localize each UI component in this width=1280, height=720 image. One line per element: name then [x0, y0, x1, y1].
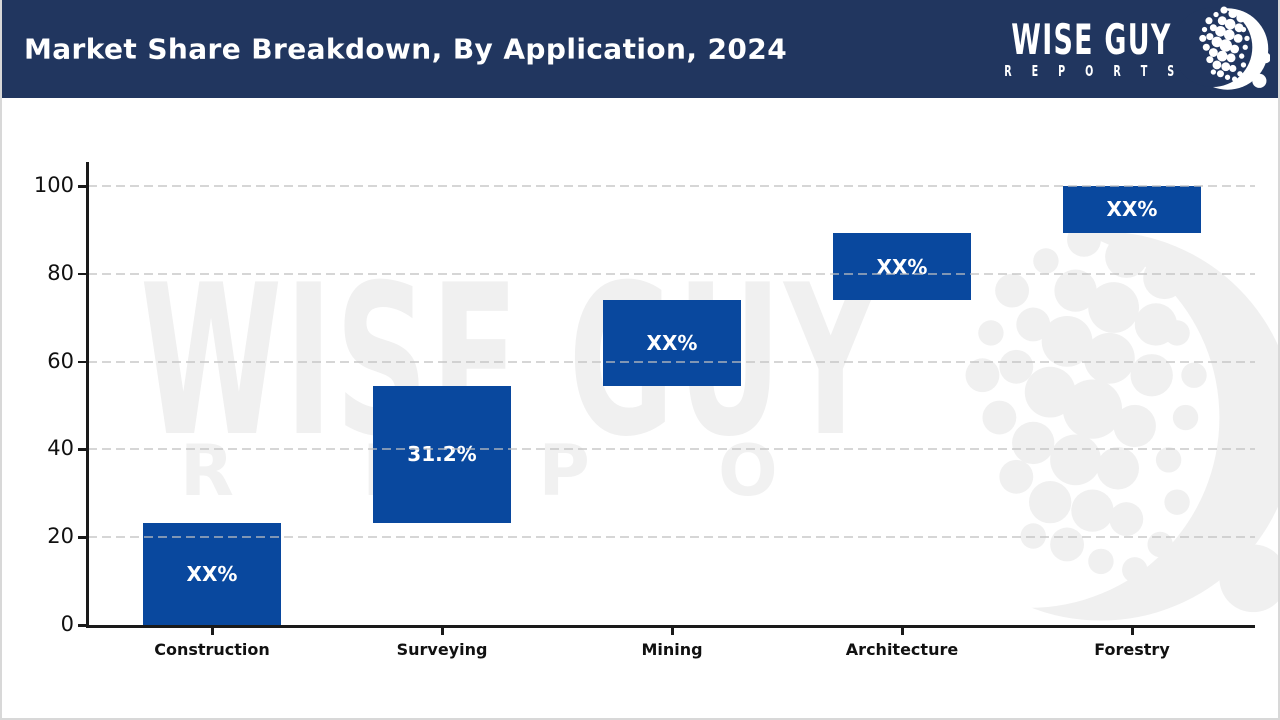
bar-value-label: XX% — [646, 330, 698, 355]
header: Market Share Breakdown, By Application, … — [2, 0, 1278, 98]
page-title: Market Share Breakdown, By Application, … — [24, 32, 788, 66]
x-category-label-surveying: Surveying — [396, 640, 488, 659]
x-tick-surveying — [441, 627, 444, 635]
y-tick-100 — [78, 185, 87, 188]
x-category-label-mining: Mining — [641, 640, 703, 659]
y-tick-label-60: 60 — [47, 348, 74, 373]
bar-value-label: 31.2% — [407, 442, 477, 467]
logo-reports-label: R E P O R T S — [1003, 62, 1182, 81]
gridline-100 — [88, 185, 1255, 187]
bar-construction: XX% — [143, 522, 281, 625]
wiseguy-face-icon — [1172, 3, 1271, 95]
x-category-label-construction: Construction — [154, 640, 270, 659]
y-tick-0 — [78, 624, 87, 627]
x-tick-architecture — [901, 627, 904, 635]
y-tick-label-20: 20 — [47, 524, 74, 549]
y-axis-line — [86, 162, 89, 628]
bar-forestry: XX% — [1063, 186, 1201, 233]
x-axis-line — [86, 625, 1255, 628]
y-tick-label-100: 100 — [33, 173, 74, 197]
y-tick-80 — [78, 272, 87, 276]
x-category-label-architecture: Architecture — [845, 640, 959, 659]
x-tick-forestry — [1131, 627, 1134, 635]
gridline-80 — [88, 272, 1255, 275]
bar-architecture: XX% — [833, 232, 971, 301]
y-tick-60 — [78, 360, 87, 364]
y-tick-label-0: 0 — [60, 612, 74, 636]
x-category-label-forestry: Forestry — [1094, 640, 1170, 659]
y-tick-label-80: 80 — [47, 260, 74, 285]
gridline-60 — [88, 360, 1255, 363]
x-tick-mining — [671, 627, 674, 635]
logo-wiseguy-label: WISE GUY — [1010, 14, 1172, 64]
wiseguy-logo: WISE GUY R E P O R T S — [898, 3, 1271, 95]
logo-text: WISE GUY R E P O R T S — [1000, 14, 1182, 81]
bar-value-label: XX% — [1106, 197, 1158, 222]
y-tick-20 — [78, 536, 87, 539]
bar-surveying: 31.2% — [373, 385, 511, 523]
bar-value-label: XX% — [186, 561, 238, 586]
x-tick-construction — [211, 627, 214, 635]
bar-value-label: XX% — [876, 254, 928, 279]
bar-mining: XX% — [603, 300, 741, 386]
gridline-40 — [88, 448, 1255, 451]
gridline-20 — [88, 536, 1255, 539]
y-tick-40 — [78, 448, 87, 451]
y-tick-label-40: 40 — [47, 436, 74, 461]
